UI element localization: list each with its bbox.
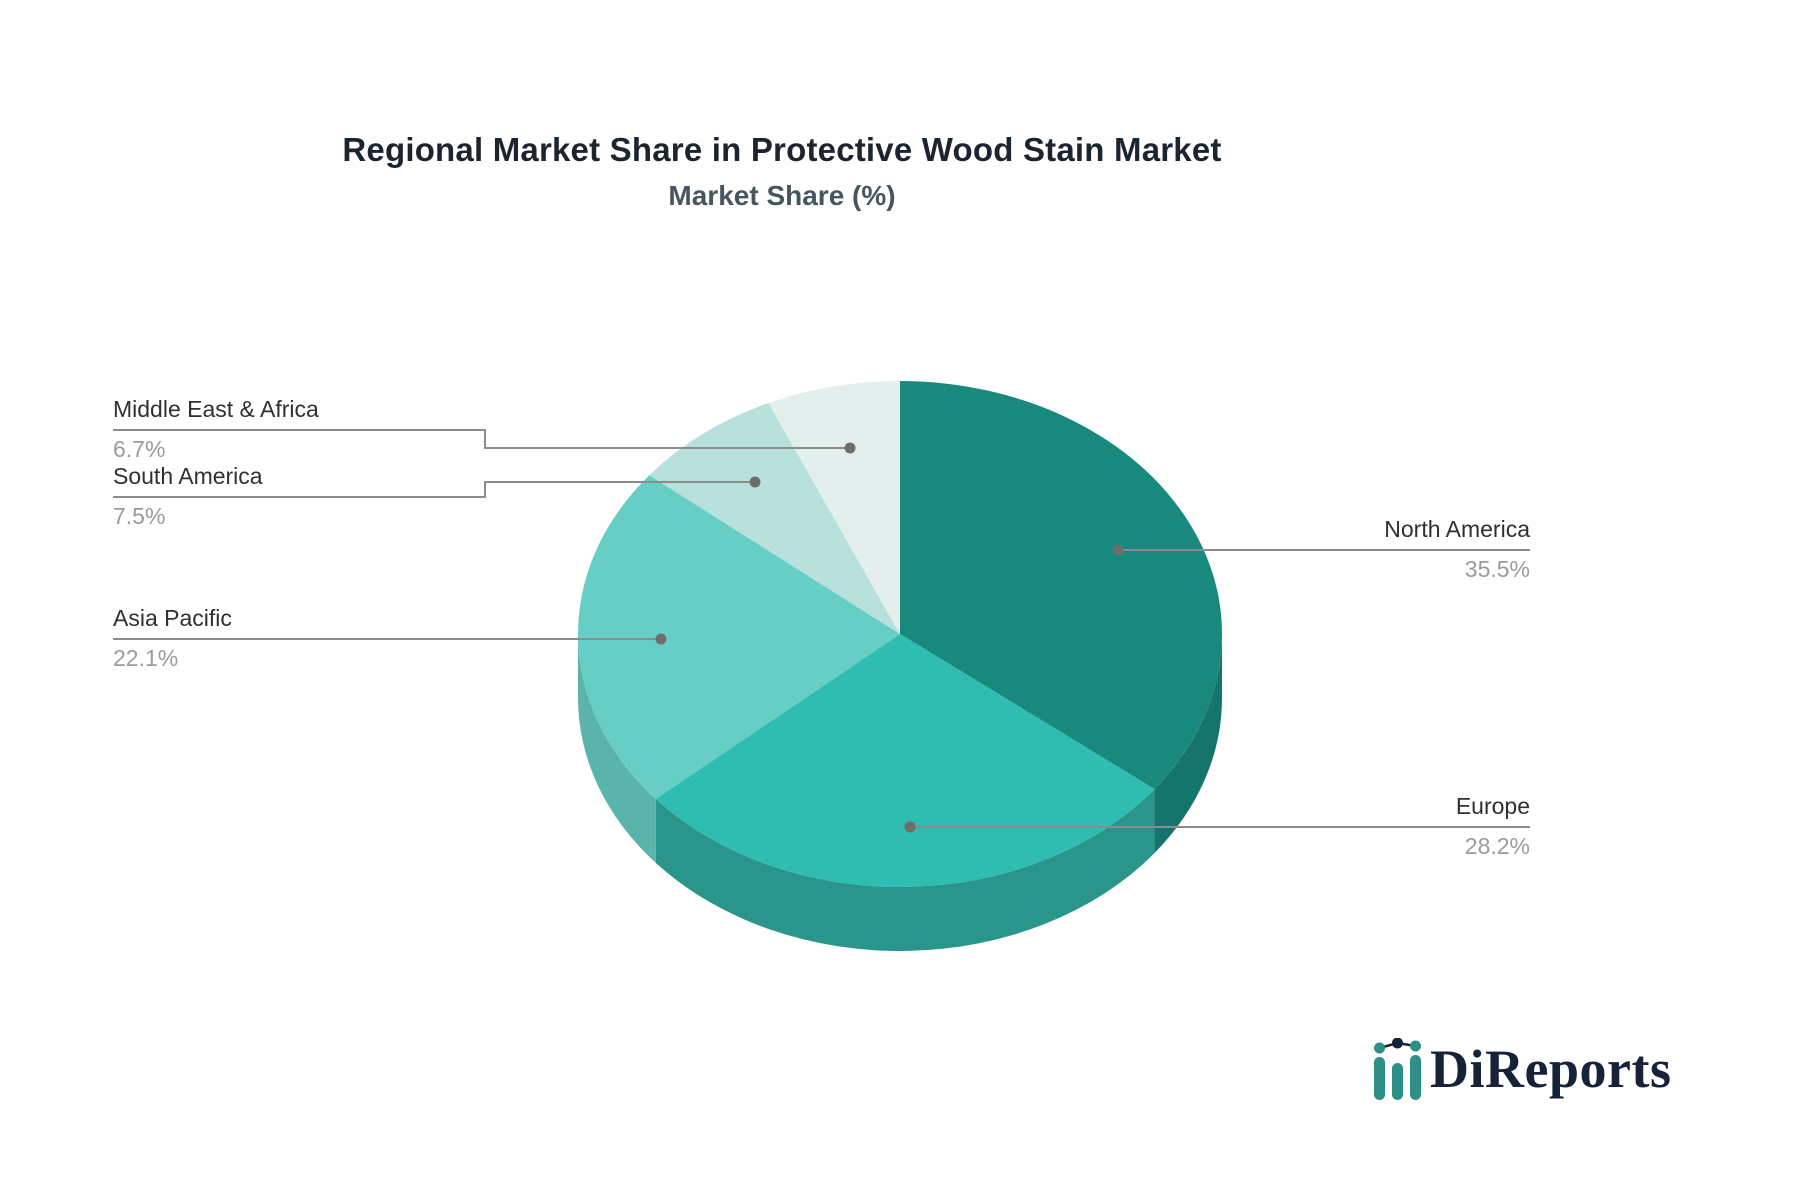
pie-slice-south-america[interactable] [649,403,900,634]
value-middle-east-africa: 6.7% [113,436,166,462]
connector-dot-south-america [749,476,761,488]
pie-side-europe [655,789,1155,952]
label-south-america: South America [113,463,263,489]
pie-slice-europe[interactable] [655,634,1155,888]
chart-title: Regional Market Share in Protective Wood… [342,131,1222,168]
label-north-america: North America [1384,516,1530,542]
pie-slice-asia-pacific[interactable] [578,475,900,799]
bar-chart-icon [1374,1038,1421,1100]
value-europe: 28.2% [1464,833,1530,859]
label-europe: Europe [1455,793,1530,819]
label-middle-east-africa: Middle East & Africa [113,396,319,422]
connector-dot-north-america [1112,544,1124,556]
value-north-america: 35.5% [1464,556,1530,582]
value-south-america: 7.5% [113,503,166,529]
value-asia-pacific: 22.1% [113,645,179,671]
pie-slice-north-america[interactable] [900,381,1223,790]
pie-slice-middle-east-africa[interactable] [768,381,900,634]
pie-side-asia-pacific [578,634,656,863]
logo-text: DiReports [1430,1039,1672,1099]
label-asia-pacific: Asia Pacific [113,605,232,631]
connector-dot-asia-pacific [655,633,667,645]
connector-dot-europe [904,821,916,833]
connector-line-middle-east-africa [113,429,850,449]
connector-dot-middle-east-africa [844,442,856,454]
direports-logo: DiReports [1372,1038,1671,1100]
pie-side-north-america [1154,634,1222,854]
connector-line-south-america [113,481,755,498]
chart-subtitle: Market Share (%) [668,180,896,211]
